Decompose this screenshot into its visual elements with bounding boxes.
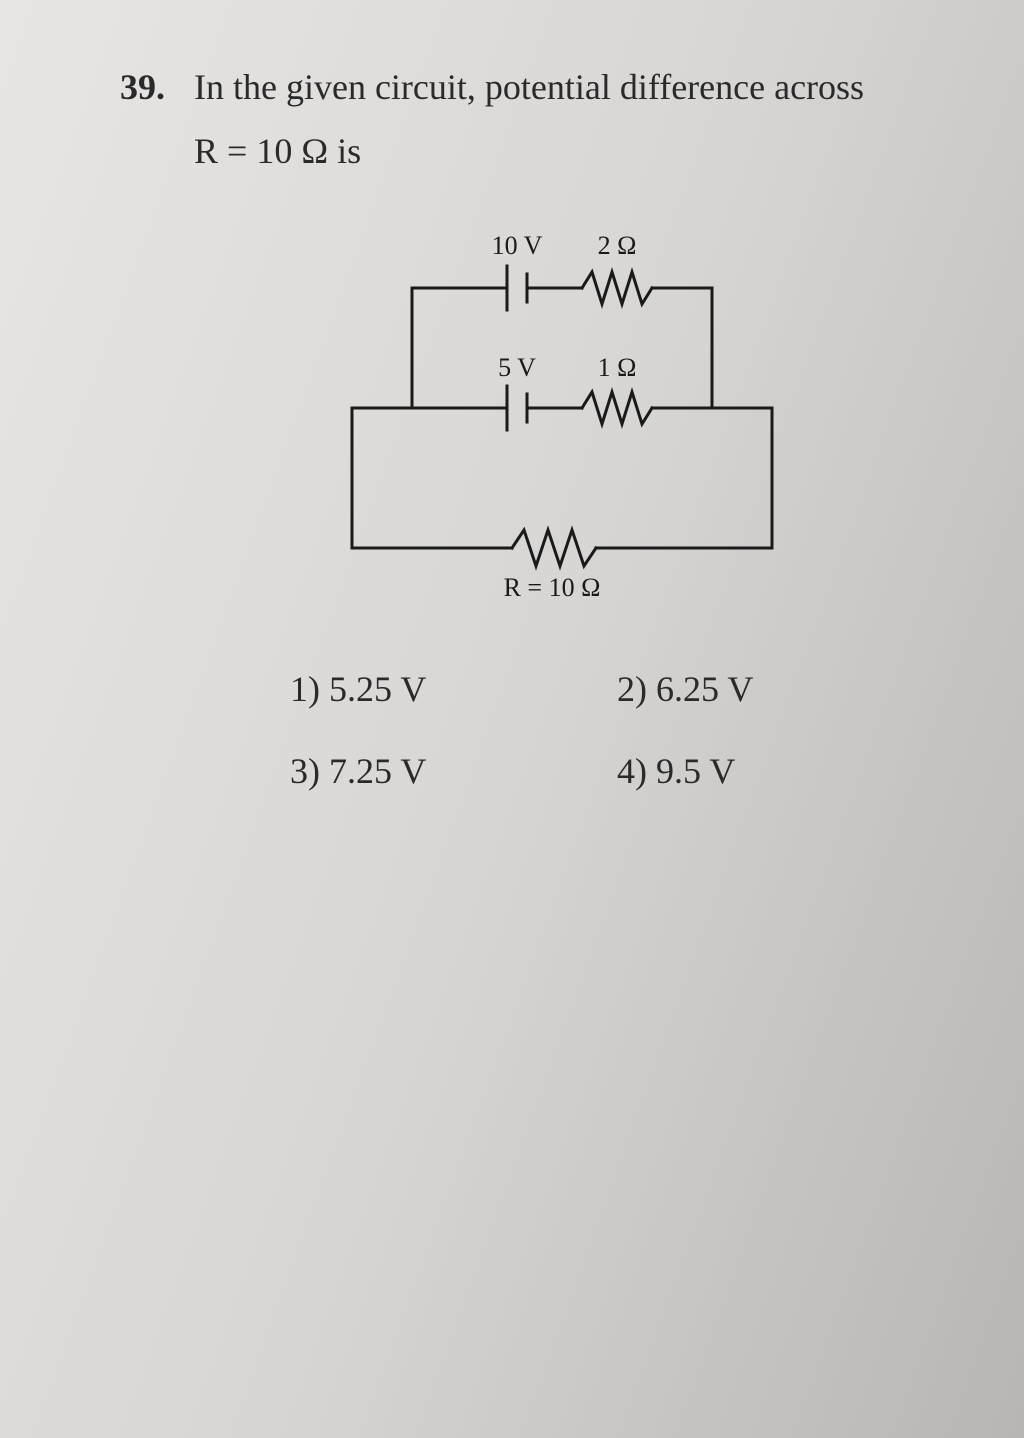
option-2: 2) 6.25 V: [617, 668, 884, 710]
option-4: 4) 9.5 V: [617, 750, 884, 792]
option-3-num: 3): [290, 751, 320, 791]
label-5v: 5 V: [498, 353, 536, 382]
label-10v: 10 V: [492, 231, 543, 260]
label-2ohm: 2 Ω: [598, 231, 637, 260]
option-1-val: 5.25 V: [329, 669, 426, 709]
option-3: 3) 7.25 V: [290, 750, 557, 792]
option-1-num: 1): [290, 669, 320, 709]
question-number: 39.: [120, 60, 176, 114]
question-text-line1: In the given circuit, potential differen…: [194, 60, 864, 114]
option-1: 1) 5.25 V: [290, 668, 557, 710]
circuit-svg: 10 V 2 Ω 5 V 1 Ω R = 10 Ω: [282, 208, 842, 628]
question-header: 39. In the given circuit, potential diff…: [120, 60, 944, 114]
option-4-val: 9.5 V: [656, 751, 735, 791]
option-3-val: 7.25 V: [329, 751, 426, 791]
option-4-num: 4): [617, 751, 647, 791]
answer-options: 1) 5.25 V 2) 6.25 V 3) 7.25 V 4) 9.5 V: [120, 668, 944, 792]
page: 39. In the given circuit, potential diff…: [0, 0, 1024, 1438]
option-2-num: 2): [617, 669, 647, 709]
label-1ohm: 1 Ω: [598, 353, 637, 382]
option-2-val: 6.25 V: [656, 669, 753, 709]
circuit-diagram: 10 V 2 Ω 5 V 1 Ω R = 10 Ω: [180, 208, 944, 628]
label-r10: R = 10 Ω: [504, 573, 601, 602]
question-text-line2: R = 10 Ω is: [120, 124, 944, 178]
